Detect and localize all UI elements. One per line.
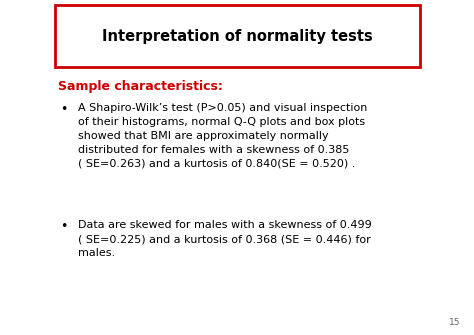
Text: A Shapiro-Wilk’s test (P>0.05) and visual inspection
of their histograms, normal: A Shapiro-Wilk’s test (P>0.05) and visua… <box>78 103 367 169</box>
Text: Data are skewed for males with a skewness of 0.499
( SE=0.225) and a kurtosis of: Data are skewed for males with a skewnes… <box>78 220 372 258</box>
FancyBboxPatch shape <box>55 5 420 67</box>
Text: Interpretation of normality tests: Interpretation of normality tests <box>102 28 373 44</box>
Text: 15: 15 <box>448 318 460 327</box>
Text: •: • <box>60 220 67 233</box>
Text: Sample characteristics:: Sample characteristics: <box>58 80 223 93</box>
Text: •: • <box>60 103 67 116</box>
